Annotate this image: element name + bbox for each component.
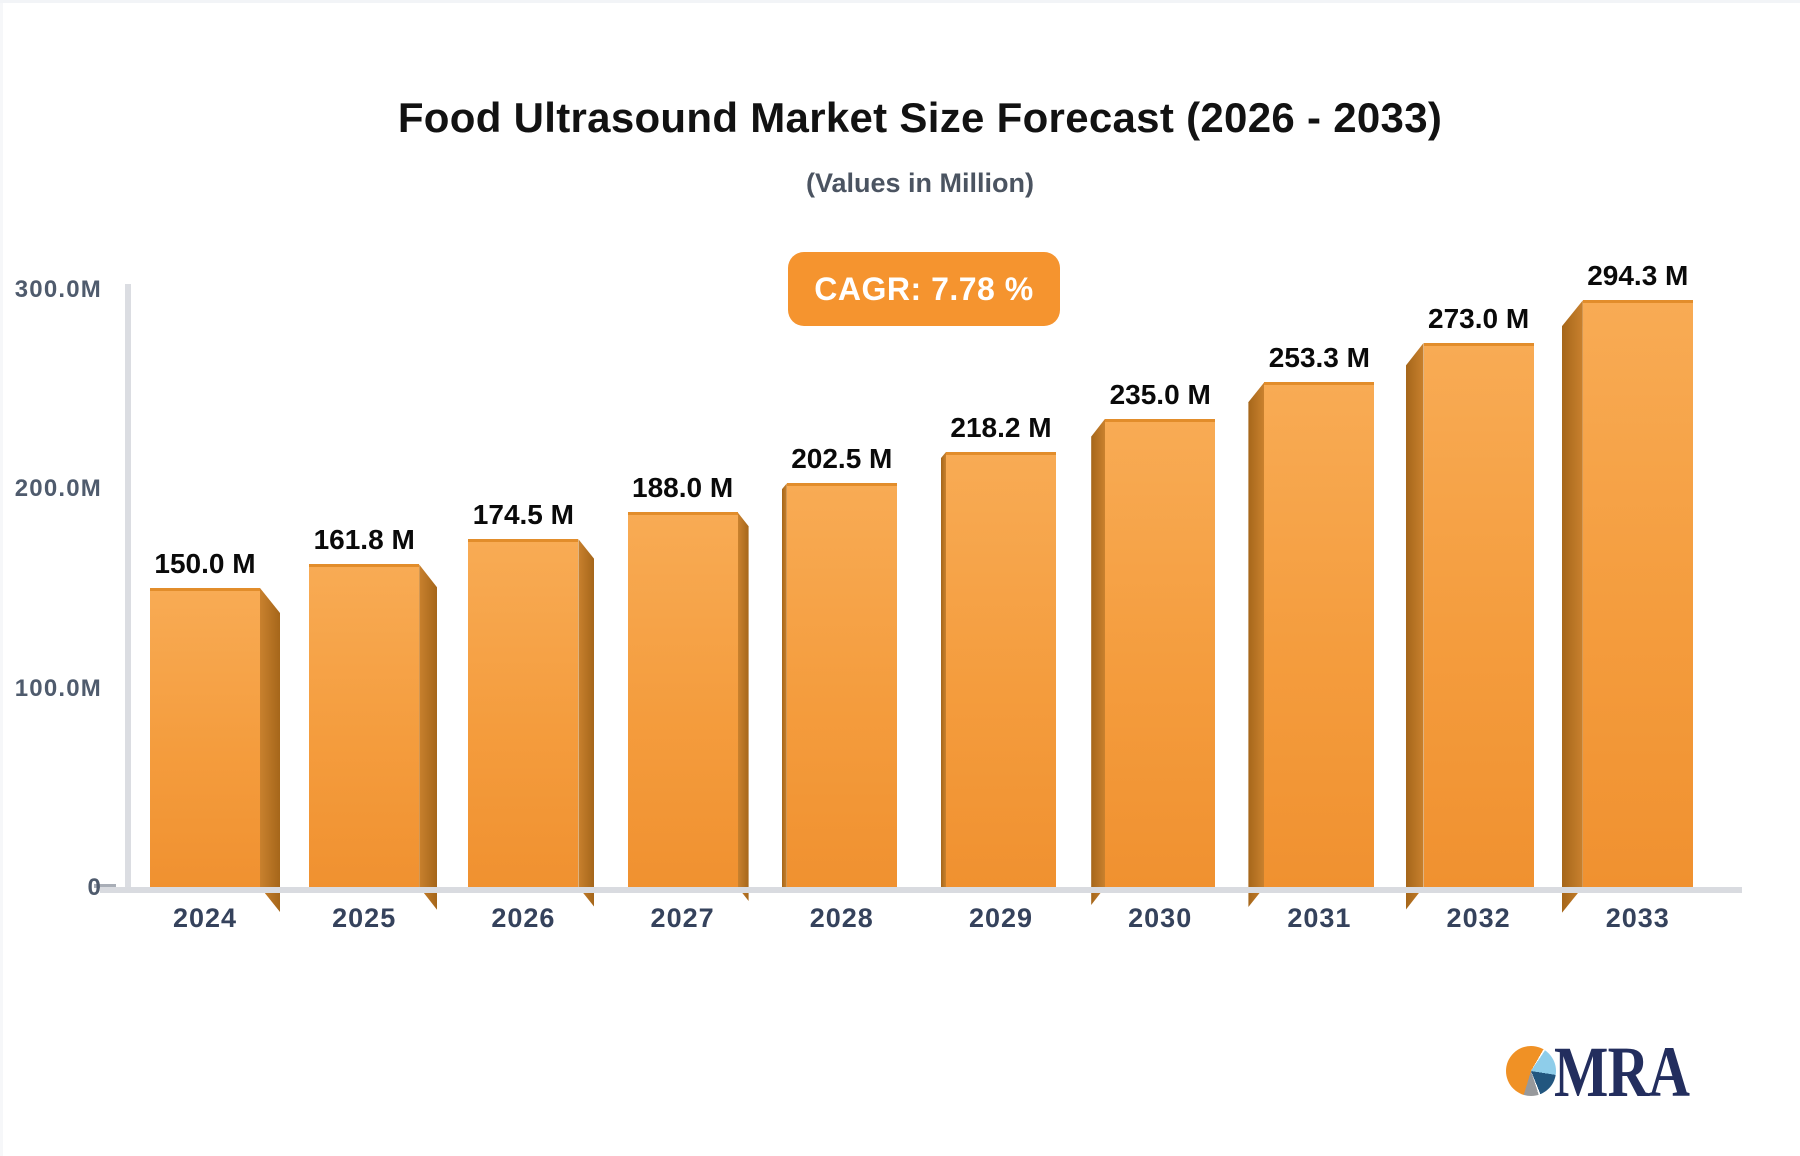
- bar-value-label: 161.8 M: [313, 524, 415, 556]
- x-axis-label: 2027: [650, 903, 715, 933]
- cagr-badge-label: CAGR: 7.78 %: [814, 270, 1034, 307]
- zero-tick-mark: [94, 884, 116, 888]
- bar-value-label: 235.0 M: [1109, 378, 1211, 410]
- x-axis-label: 2029: [968, 903, 1034, 933]
- bar: [627, 512, 738, 887]
- bar: [1423, 342, 1534, 887]
- y-axis-line: [125, 284, 131, 893]
- bar-3d-side: [737, 512, 749, 901]
- bar: [468, 539, 579, 887]
- x-axis-label: 2033: [1605, 903, 1670, 933]
- bar-3d-side: [1561, 300, 1583, 913]
- bar-3d-side: [1248, 382, 1265, 907]
- bar: [1105, 418, 1216, 887]
- bar-3d-side: [1091, 418, 1106, 905]
- bar: [786, 483, 897, 887]
- chart-title: Food Ultrasound Market Size Forecast (20…: [397, 94, 1443, 141]
- x-axis-label: 2030: [1128, 903, 1193, 933]
- bar-value-label: 273.0 M: [1428, 302, 1530, 334]
- x-axis-label: 2032: [1446, 903, 1511, 933]
- bar: [1582, 300, 1693, 887]
- bar-value-label: 150.0 M: [154, 548, 256, 579]
- y-axis-tick-label: 200.0M: [14, 475, 102, 503]
- bar-3d-side: [260, 588, 280, 912]
- chart-subtitle: (Values in Million): [805, 168, 1035, 198]
- bar-3d-side: [578, 539, 595, 907]
- bar-value-label: 188.0 M: [632, 472, 734, 504]
- x-axis-label: 2028: [809, 903, 874, 933]
- bar-3d-side: [941, 452, 946, 893]
- y-axis-tick-label: 300.0M: [14, 276, 102, 303]
- bar: [1264, 382, 1375, 887]
- mra-pie-chart-icon: [1506, 1046, 1556, 1096]
- x-axis-label: 2026: [491, 903, 556, 933]
- x-axis-label: 2025: [332, 903, 397, 933]
- bar: [150, 588, 260, 887]
- bar: [946, 452, 1056, 887]
- bar-value-label: 174.5 M: [472, 499, 574, 531]
- bar: [309, 564, 420, 887]
- x-axis-label: 2031: [1287, 903, 1352, 933]
- bar-3d-side: [781, 483, 787, 893]
- x-axis-label: 2024: [172, 903, 238, 933]
- y-axis-tick-label: 100.0M: [14, 674, 102, 702]
- bar-3d-side: [419, 564, 438, 910]
- y-axis-tick-label: 0: [87, 874, 102, 901]
- bar-value-label: 218.2 M: [950, 412, 1052, 444]
- mra-logo-text: MRA: [1554, 1032, 1690, 1112]
- bar-value-label: 202.5 M: [791, 443, 893, 475]
- bar-3d-side: [1405, 342, 1424, 910]
- cagr-badge: CAGR: 7.78 %: [788, 252, 1060, 326]
- bar-value-label: 253.3 M: [1268, 342, 1370, 374]
- x-axis-baseline: [100, 887, 1742, 893]
- bar-value-label: 294.3 M: [1587, 260, 1689, 292]
